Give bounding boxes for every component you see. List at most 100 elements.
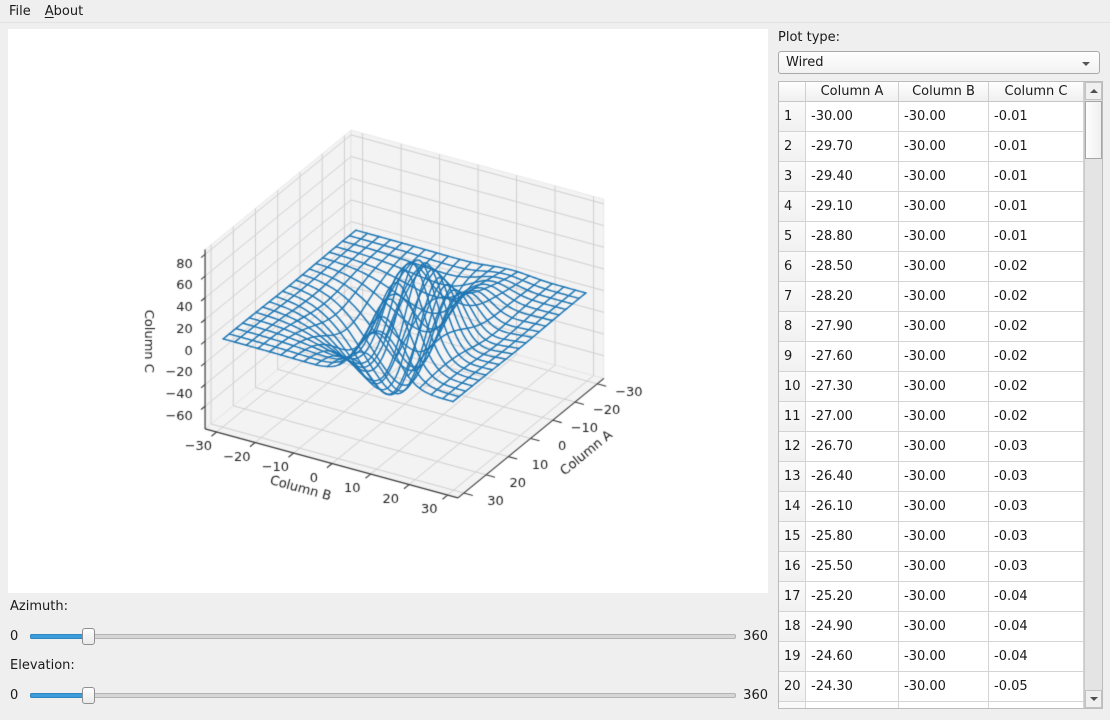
- row-number-cell[interactable]: [779, 702, 806, 708]
- azimuth-slider[interactable]: [30, 628, 736, 645]
- table-cell[interactable]: -0.03: [989, 492, 1084, 522]
- row-number-cell[interactable]: 10: [779, 372, 806, 402]
- row-number-cell[interactable]: 19: [779, 642, 806, 672]
- table-cell[interactable]: -26.40: [806, 462, 899, 492]
- row-number-cell[interactable]: 6: [779, 252, 806, 282]
- table-cell[interactable]: -30.00: [899, 582, 989, 612]
- table-cell[interactable]: -30.00: [899, 552, 989, 582]
- table-cell[interactable]: -26.70: [806, 432, 899, 462]
- table-cell[interactable]: -25.50: [806, 552, 899, 582]
- azimuth-slider-groove[interactable]: [30, 634, 736, 639]
- table-cell[interactable]: -0.02: [989, 372, 1084, 402]
- elevation-slider[interactable]: [30, 687, 736, 704]
- table-cell[interactable]: -0.03: [989, 522, 1084, 552]
- azimuth-slider-handle[interactable]: [82, 628, 96, 645]
- table-cell[interactable]: -0.03: [989, 432, 1084, 462]
- table-cell[interactable]: -0.01: [989, 222, 1084, 252]
- row-number-cell[interactable]: 3: [779, 162, 806, 192]
- scrollbar-down-button[interactable]: [1085, 690, 1102, 708]
- row-number-cell[interactable]: 18: [779, 612, 806, 642]
- row-number-cell[interactable]: 17: [779, 582, 806, 612]
- 3d-plot-canvas[interactable]: [8, 29, 768, 593]
- table-cell[interactable]: -30.00: [899, 492, 989, 522]
- row-number-cell[interactable]: 9: [779, 342, 806, 372]
- row-number-cell[interactable]: 12: [779, 432, 806, 462]
- table-cell[interactable]: -28.20: [806, 282, 899, 312]
- table-cell[interactable]: -0.01: [989, 102, 1084, 132]
- table-cell[interactable]: [899, 702, 989, 708]
- column-header-b[interactable]: Column B: [899, 82, 989, 102]
- table-cell[interactable]: -0.01: [989, 132, 1084, 162]
- table-cell[interactable]: -30.00: [899, 402, 989, 432]
- table-cell[interactable]: -30.00: [899, 462, 989, 492]
- menu-about[interactable]: About: [44, 3, 84, 19]
- table-cell[interactable]: -0.01: [989, 192, 1084, 222]
- table-cell[interactable]: -25.80: [806, 522, 899, 552]
- table-cell[interactable]: -27.30: [806, 372, 899, 402]
- table-cell[interactable]: -27.90: [806, 312, 899, 342]
- table-cell[interactable]: -29.10: [806, 192, 899, 222]
- table-cell[interactable]: -0.04: [989, 612, 1084, 642]
- row-number-cell[interactable]: 8: [779, 312, 806, 342]
- row-number-cell[interactable]: 5: [779, 222, 806, 252]
- row-number-cell[interactable]: 1: [779, 102, 806, 132]
- table-cell[interactable]: -0.03: [989, 462, 1084, 492]
- row-number-cell[interactable]: 4: [779, 192, 806, 222]
- elevation-slider-groove[interactable]: [30, 693, 736, 698]
- table-cell[interactable]: -30.00: [899, 192, 989, 222]
- table-cell[interactable]: -28.50: [806, 252, 899, 282]
- table-cell[interactable]: -27.60: [806, 342, 899, 372]
- table-cell[interactable]: -30.00: [899, 372, 989, 402]
- table-cell[interactable]: -26.10: [806, 492, 899, 522]
- table-cell[interactable]: -30.00: [899, 612, 989, 642]
- table-cell[interactable]: -30.00: [899, 342, 989, 372]
- column-header-a[interactable]: Column A: [806, 82, 899, 102]
- table-cell[interactable]: -30.00: [899, 312, 989, 342]
- column-header-c[interactable]: Column C: [989, 82, 1084, 102]
- table-cell[interactable]: [989, 702, 1084, 708]
- table-cell[interactable]: -0.04: [989, 642, 1084, 672]
- table-cell[interactable]: -0.04: [989, 582, 1084, 612]
- table-cell[interactable]: -30.00: [899, 282, 989, 312]
- scrollbar-up-button[interactable]: [1085, 82, 1102, 100]
- table-cell[interactable]: -30.00: [899, 432, 989, 462]
- table-cell[interactable]: -30.00: [899, 252, 989, 282]
- table-cell[interactable]: -30.00: [806, 102, 899, 132]
- table-cell[interactable]: -0.02: [989, 282, 1084, 312]
- table-cell[interactable]: -0.05: [989, 672, 1084, 702]
- row-number-cell[interactable]: 20: [779, 672, 806, 702]
- table-cell[interactable]: -0.01: [989, 162, 1084, 192]
- table-cell[interactable]: -25.20: [806, 582, 899, 612]
- table-cell[interactable]: -0.02: [989, 402, 1084, 432]
- scrollbar-handle[interactable]: [1085, 101, 1102, 159]
- table-cell[interactable]: -30.00: [899, 642, 989, 672]
- table-vertical-scrollbar[interactable]: [1084, 82, 1102, 708]
- row-number-cell[interactable]: 16: [779, 552, 806, 582]
- table-cell[interactable]: [806, 702, 899, 708]
- row-number-cell[interactable]: 15: [779, 522, 806, 552]
- table-cell[interactable]: -29.70: [806, 132, 899, 162]
- table-cell[interactable]: -30.00: [899, 102, 989, 132]
- table-cell[interactable]: -0.02: [989, 312, 1084, 342]
- table-cell[interactable]: -28.80: [806, 222, 899, 252]
- row-number-cell[interactable]: 2: [779, 132, 806, 162]
- table-cell[interactable]: -30.00: [899, 162, 989, 192]
- row-number-cell[interactable]: 14: [779, 492, 806, 522]
- table-cell[interactable]: -24.30: [806, 672, 899, 702]
- table-cell[interactable]: -24.60: [806, 642, 899, 672]
- menu-file[interactable]: File: [9, 3, 31, 19]
- table-cell[interactable]: -24.90: [806, 612, 899, 642]
- table-cell[interactable]: -30.00: [899, 132, 989, 162]
- table-cell[interactable]: -29.40: [806, 162, 899, 192]
- table-cell[interactable]: -0.02: [989, 252, 1084, 282]
- elevation-slider-handle[interactable]: [82, 687, 96, 704]
- row-number-cell[interactable]: 13: [779, 462, 806, 492]
- table-cell[interactable]: -30.00: [899, 672, 989, 702]
- table-cell[interactable]: -30.00: [899, 222, 989, 252]
- plot-type-combobox[interactable]: Wired: [778, 51, 1100, 74]
- row-number-cell[interactable]: 7: [779, 282, 806, 312]
- table-cell[interactable]: -30.00: [899, 522, 989, 552]
- table-cell[interactable]: -0.02: [989, 342, 1084, 372]
- table-cell[interactable]: -0.03: [989, 552, 1084, 582]
- table-cell[interactable]: -27.00: [806, 402, 899, 432]
